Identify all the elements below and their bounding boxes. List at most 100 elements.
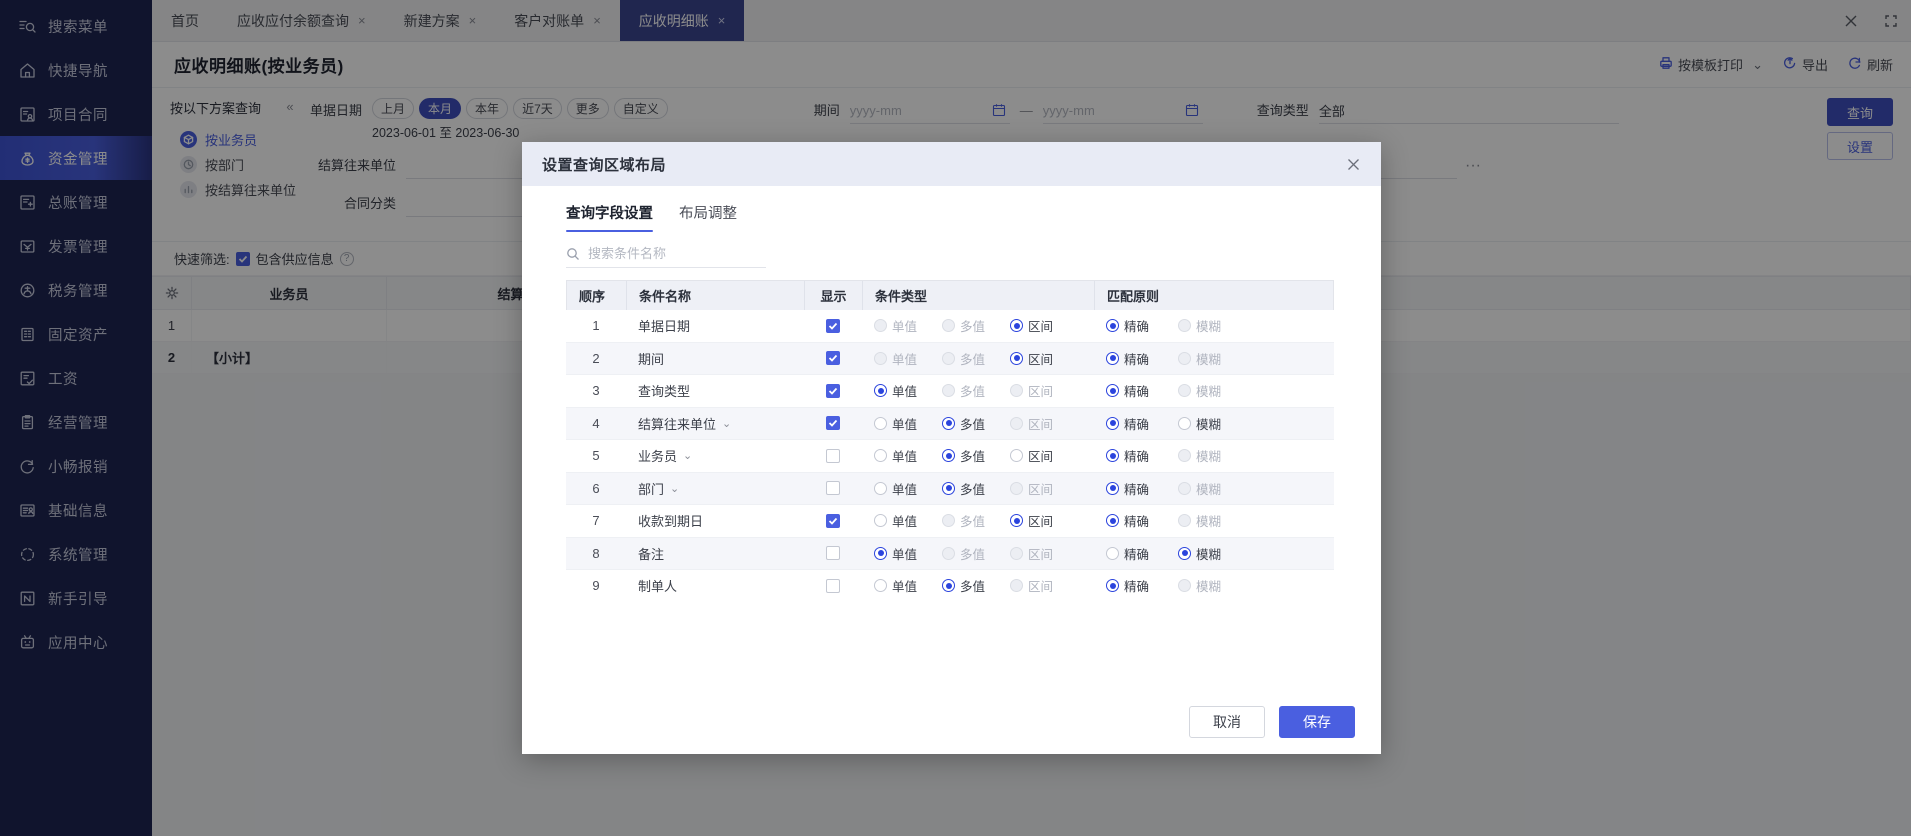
condition-row[interactable]: 1 单据日期 单值 多值 区间 精确 模糊 — [566, 310, 1334, 343]
toolbar-export-button[interactable]: 导出 — [1783, 55, 1828, 74]
scheme-item-3[interactable]: 按结算往来单位 — [170, 177, 302, 202]
condition-type-radio[interactable]: 单值 — [874, 381, 942, 400]
tab-1[interactable]: 首页 — [152, 0, 218, 41]
condition-type-radio[interactable]: 区间 — [1010, 511, 1078, 530]
collapse-panel-icon[interactable]: « — [286, 98, 294, 114]
tab-2[interactable]: 应收应付余额查询 × — [218, 0, 385, 41]
sidebar-item-13[interactable]: 系统管理 — [0, 532, 152, 576]
toolbar-printer-button[interactable]: 按模板打印 ⌄ — [1659, 55, 1763, 74]
condition-type-radio[interactable]: 多值 — [942, 479, 1010, 498]
tab-3[interactable]: 新建方案 × — [385, 0, 496, 41]
condition-show-checkbox[interactable] — [826, 416, 840, 431]
calendar-icon[interactable] — [992, 103, 1006, 117]
condition-type-radio[interactable]: 区间 — [1010, 446, 1078, 465]
condition-row[interactable]: 4 结算往来单位 ⌄ 单值 多值 区间 精确 模糊 — [566, 407, 1334, 440]
condition-match-radio[interactable]: 精确 — [1106, 511, 1178, 530]
condition-show-checkbox[interactable] — [826, 318, 840, 333]
condition-search-input[interactable] — [588, 246, 766, 261]
condition-type-radio[interactable]: 单值 — [874, 414, 942, 433]
sidebar-item-1[interactable]: 搜索菜单 — [0, 4, 152, 48]
sidebar-item-3[interactable]: 项目合同 — [0, 92, 152, 136]
condition-type-radio[interactable]: 单值 — [874, 446, 942, 465]
period-to-input[interactable] — [1042, 98, 1203, 124]
include-supply-checkbox[interactable] — [235, 251, 250, 266]
sidebar-item-15[interactable]: 应用中心 — [0, 620, 152, 664]
sidebar-item-11[interactable]: 小畅报销 — [0, 444, 152, 488]
sidebar-item-9[interactable]: 工资 — [0, 356, 152, 400]
query-type-select[interactable] — [1318, 98, 1619, 124]
condition-match-radio[interactable]: 模糊 — [1178, 414, 1250, 433]
condition-type-radio[interactable]: 单值 — [874, 511, 942, 530]
dialog-tab-2[interactable]: 布局调整 — [679, 206, 737, 222]
help-icon[interactable]: ? — [339, 251, 354, 266]
tab-close-icon[interactable]: × — [468, 13, 477, 28]
save-button[interactable]: 保存 — [1279, 706, 1355, 738]
condition-match-radio[interactable]: 精确 — [1106, 479, 1178, 498]
tab-5[interactable]: 应收明细账 × — [619, 0, 745, 41]
condition-type-radio[interactable]: 多值 — [942, 414, 1010, 433]
grid-settings-icon[interactable] — [152, 277, 192, 309]
sidebar-item-10[interactable]: 经营管理 — [0, 400, 152, 444]
close-icon[interactable] — [1831, 0, 1871, 42]
condition-match-radio[interactable]: 精确 — [1106, 576, 1178, 595]
condition-type-radio[interactable]: 单值 — [874, 479, 942, 498]
sidebar-item-7[interactable]: 税务管理 — [0, 268, 152, 312]
tab-close-icon[interactable]: × — [593, 13, 601, 28]
condition-match-radio[interactable]: 精确 — [1106, 414, 1178, 433]
condition-show-checkbox[interactable] — [826, 513, 840, 528]
sidebar-item-2[interactable]: 快捷导航 — [0, 48, 152, 92]
sidebar-item-4[interactable]: 资金管理 — [0, 136, 152, 180]
chevron-down-icon[interactable]: ⌄ — [1752, 56, 1763, 72]
condition-type-radio[interactable]: 区间 — [1010, 316, 1078, 335]
condition-show-checkbox[interactable] — [826, 578, 840, 593]
condition-type-radio[interactable]: 区间 — [1010, 349, 1078, 368]
query-button[interactable]: 查询 — [1827, 98, 1893, 126]
fullscreen-icon[interactable] — [1871, 0, 1911, 42]
tab-4[interactable]: 客户对账单 × — [495, 0, 620, 41]
toolbar-refresh-button[interactable]: 刷新 — [1848, 55, 1893, 74]
condition-show-checkbox[interactable] — [826, 448, 840, 463]
condition-type-radio[interactable]: 多值 — [942, 446, 1010, 465]
sidebar-item-8[interactable]: 固定资产 — [0, 312, 152, 356]
date-pill-1[interactable]: 上月 — [372, 98, 415, 119]
condition-type-radio[interactable]: 多值 — [942, 576, 1010, 595]
tab-close-icon[interactable]: × — [358, 13, 366, 28]
chevron-down-icon[interactable]: ⌄ — [683, 450, 693, 463]
condition-show-checkbox[interactable] — [826, 383, 840, 398]
condition-show-checkbox[interactable] — [826, 546, 840, 561]
condition-match-radio[interactable]: 精确 — [1106, 316, 1178, 335]
condition-row[interactable]: 9 制单人 单值 多值 区间 精确 模糊 — [566, 570, 1334, 602]
date-pill-6[interactable]: 自定义 — [613, 98, 668, 119]
chevron-down-icon[interactable]: ⌄ — [722, 417, 732, 430]
condition-match-radio[interactable]: 精确 — [1106, 446, 1178, 465]
settings-button[interactable]: 设置 — [1827, 132, 1893, 160]
gear-icon[interactable] — [165, 286, 179, 300]
condition-row[interactable]: 6 部门 ⌄ 单值 多值 区间 精确 模糊 — [566, 472, 1334, 505]
dialog-tab-1[interactable]: 查询字段设置 — [566, 202, 653, 232]
date-pill-2[interactable]: 本月 — [419, 98, 462, 119]
condition-row[interactable]: 7 收款到期日 单值 多值 区间 精确 模糊 — [566, 505, 1334, 538]
condition-row[interactable]: 5 业务员 ⌄ 单值 多值 区间 精确 模糊 — [566, 440, 1334, 473]
period-from-input[interactable] — [849, 98, 1010, 124]
cancel-button[interactable]: 取消 — [1189, 706, 1265, 738]
date-pill-5[interactable]: 更多 — [566, 98, 609, 119]
sidebar-item-6[interactable]: 发票管理 — [0, 224, 152, 268]
calendar-icon[interactable] — [1185, 103, 1199, 117]
tab-close-icon[interactable]: × — [717, 13, 726, 28]
condition-match-radio[interactable]: 精确 — [1106, 349, 1178, 368]
condition-match-radio[interactable]: 模糊 — [1178, 544, 1250, 563]
condition-type-radio[interactable]: 单值 — [874, 576, 942, 595]
condition-row[interactable]: 2 期间 单值 多值 区间 精确 模糊 — [566, 342, 1334, 375]
dialog-close-icon[interactable] — [1341, 152, 1365, 176]
condition-show-checkbox[interactable] — [826, 481, 840, 496]
sidebar-item-12[interactable]: 基础信息 — [0, 488, 152, 532]
date-pill-3[interactable]: 本年 — [466, 98, 509, 119]
date-pill-4[interactable]: 近7天 — [513, 98, 562, 119]
condition-match-radio[interactable]: 精确 — [1106, 544, 1178, 563]
chevron-down-icon[interactable]: ⌄ — [670, 482, 680, 495]
sidebar-item-5[interactable]: 总账管理 — [0, 180, 152, 224]
condition-row[interactable]: 8 备注 单值 多值 区间 精确 模糊 — [566, 537, 1334, 570]
condition-row[interactable]: 3 查询类型 单值 多值 区间 精确 模糊 — [566, 375, 1334, 408]
scheme-item-1[interactable]: 按业务员 — [170, 127, 302, 152]
condition-match-radio[interactable]: 精确 — [1106, 381, 1178, 400]
